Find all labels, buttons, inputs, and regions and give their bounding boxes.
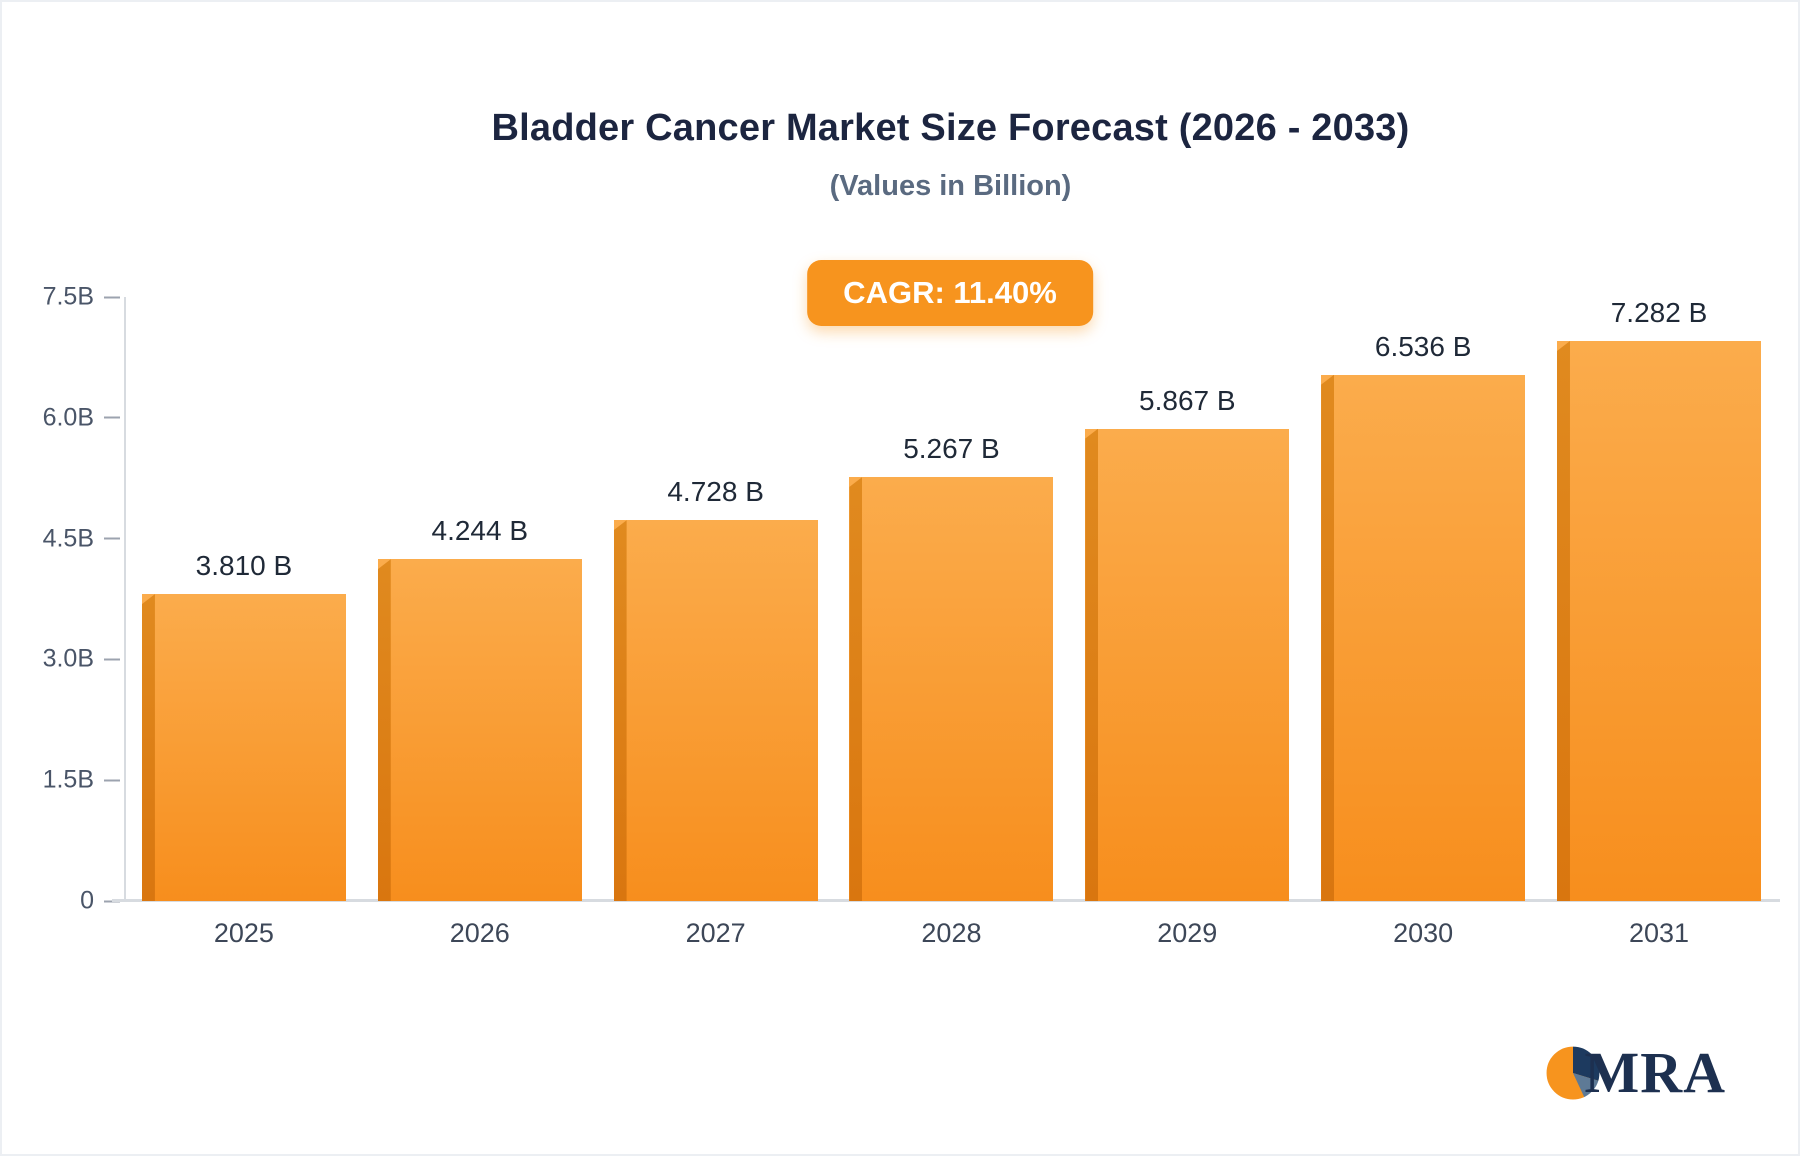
bar bbox=[849, 476, 1054, 901]
bar-value-label: 4.244 B bbox=[431, 515, 529, 547]
pie-chart-icon bbox=[1546, 1045, 1601, 1100]
bar bbox=[141, 594, 346, 901]
y-tick-mark bbox=[104, 296, 120, 298]
bar-group: 3.810 B bbox=[141, 297, 346, 901]
bar-value-label: 5.867 B bbox=[1139, 384, 1236, 416]
bar-value-label: 3.810 B bbox=[195, 550, 293, 582]
y-tick-label: 0 bbox=[80, 886, 94, 915]
bar-group: 4.244 B bbox=[377, 297, 582, 901]
y-tick-label: 1.5B bbox=[42, 765, 94, 794]
x-axis-label: 2030 bbox=[1393, 918, 1454, 948]
y-tick-mark bbox=[104, 416, 120, 419]
y-tick: 6.0B bbox=[36, 403, 120, 432]
logo: MRA bbox=[1546, 1039, 1726, 1106]
x-axis-label: 2028 bbox=[921, 918, 982, 948]
bar bbox=[613, 520, 818, 901]
x-axis-label: 2029 bbox=[1157, 918, 1218, 948]
chart-title: Bladder Cancer Market Size Forecast (202… bbox=[491, 107, 1410, 149]
y-tick: 1.5B bbox=[36, 766, 120, 795]
bar-group: 5.867 B bbox=[1085, 297, 1290, 901]
bar bbox=[377, 559, 582, 901]
y-tick-label: 3.0B bbox=[42, 644, 94, 673]
bar-value-label: 7.282 B bbox=[1610, 297, 1708, 328]
y-axis-line bbox=[124, 297, 126, 901]
y-tick: 3.0B bbox=[36, 645, 120, 674]
x-axis-label: 2027 bbox=[685, 918, 746, 948]
x-labels: 2025 2026 2027 2028 2029 2030 2031 bbox=[126, 918, 1777, 949]
y-tick: 4.5B bbox=[36, 524, 120, 553]
bar-value-label: 4.728 B bbox=[667, 476, 764, 508]
y-tick-label: 7.5B bbox=[42, 282, 94, 311]
bars: 3.810 B 4.244 B 4.728 B 5.267 B 5.867 B 6.536… bbox=[126, 297, 1777, 901]
x-axis-label: 2031 bbox=[1628, 918, 1690, 948]
y-tick-mark bbox=[104, 658, 120, 661]
x-axis-label: 2026 bbox=[449, 918, 510, 948]
y-axis: 0 1.5B 3.0B 4.5B 6.0B 7.5B bbox=[20, 283, 120, 915]
bar-group: 4.728 B bbox=[613, 297, 818, 901]
x-axis-label: 2025 bbox=[213, 918, 274, 948]
y-tick-label: 4.5B bbox=[42, 524, 94, 553]
chart-subtitle: (Values in Billion) bbox=[829, 170, 1072, 202]
cagr-badge: CAGR: 11.40% bbox=[807, 260, 1093, 326]
bar bbox=[1321, 374, 1526, 901]
bar-group: 5.267 B bbox=[849, 297, 1054, 901]
bar-group: 7.282 B bbox=[1556, 297, 1761, 901]
y-tick-mark bbox=[104, 537, 120, 540]
y-tick: 7.5B bbox=[36, 283, 120, 312]
bar bbox=[1085, 428, 1290, 901]
bar-group: 6.536 B bbox=[1321, 297, 1526, 901]
bar-value-label: 5.267 B bbox=[903, 432, 1000, 464]
bar-value-label: 6.536 B bbox=[1374, 330, 1472, 362]
y-tick: 0 bbox=[36, 887, 120, 916]
y-tick-mark bbox=[104, 779, 120, 782]
bar bbox=[1556, 341, 1761, 901]
logo-text: MRA bbox=[1584, 1040, 1726, 1105]
y-tick-label: 6.0B bbox=[42, 403, 94, 432]
